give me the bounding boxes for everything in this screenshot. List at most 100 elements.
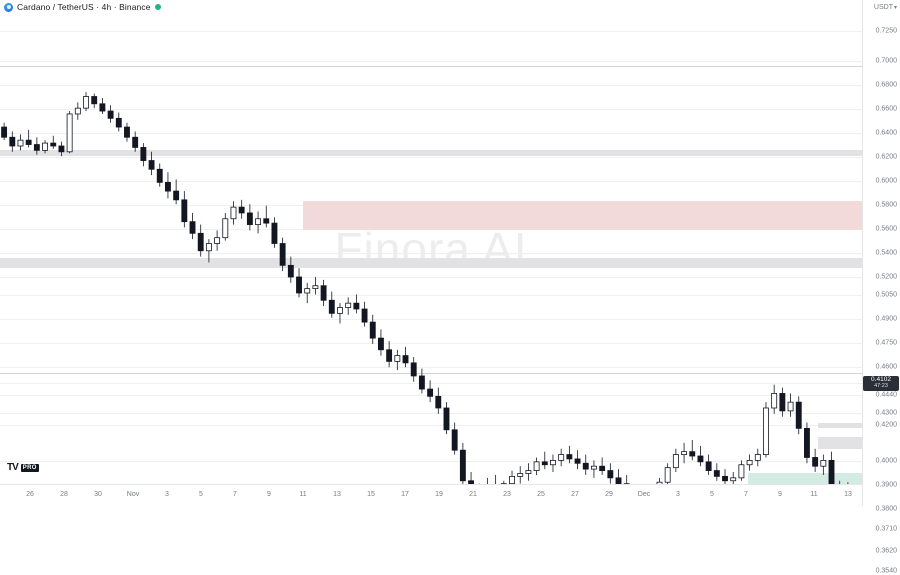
price-tick-label: 0.4000	[876, 458, 897, 465]
candle-body-bullish	[788, 402, 793, 411]
price-tick-label: 0.6000	[876, 178, 897, 185]
candle-body-bearish	[411, 363, 416, 376]
candle-body-bearish	[141, 147, 146, 160]
candle-body-bullish	[231, 207, 236, 219]
candle-body-bullish	[313, 286, 318, 289]
time-tick-label: 26	[26, 491, 34, 498]
candle-body-bearish	[575, 459, 580, 463]
price-tick-label: 0.4300	[876, 410, 897, 417]
candle-body-bullish	[518, 473, 523, 476]
candle-body-bullish	[673, 455, 678, 468]
time-tick-label: 29	[605, 491, 613, 498]
candle-body-bearish	[288, 265, 293, 277]
price-tick-label: 0.3620	[876, 548, 897, 555]
candle-body-bearish	[165, 182, 170, 191]
candle-body-bearish	[387, 350, 392, 362]
symbol-title[interactable]: Cardano / TetherUS · 4h · Binance	[17, 2, 151, 12]
time-tick-label: Nov	[127, 491, 139, 498]
candle-body-bearish	[600, 466, 605, 470]
trading-chart-screen: Cardano / TetherUS · 4h · Binance Finora…	[0, 0, 900, 506]
candle-body-bearish	[247, 213, 252, 225]
time-tick-label: 28	[60, 491, 68, 498]
candle-body-bearish	[182, 200, 187, 222]
price-tick-label: 0.3900	[876, 482, 897, 489]
candle-body-bullish	[305, 289, 310, 293]
price-tick-label: 0.5400	[876, 250, 897, 257]
candle-body-bearish	[428, 389, 433, 396]
time-tick-label: 11	[299, 491, 306, 498]
time-tick-label: 5	[710, 491, 714, 498]
candle-body-bearish	[174, 191, 179, 200]
price-tick-label: 0.5200	[876, 274, 897, 281]
candle-body-bearish	[280, 244, 285, 266]
candle-body-bullish	[526, 471, 531, 474]
candle-body-bearish	[2, 127, 7, 137]
tradingview-branding[interactable]: TV PRO	[7, 463, 39, 473]
candle-body-bearish	[722, 476, 727, 480]
price-tick-label: 0.5600	[876, 226, 897, 233]
chart-header: Cardano / TetherUS · 4h · Binance	[0, 0, 900, 14]
candle-body-bullish	[763, 408, 768, 455]
candle-body-bullish	[256, 219, 261, 225]
candle-body-bearish	[354, 303, 359, 309]
price-tick-label: 0.6800	[876, 82, 897, 89]
time-tick-label: 9	[778, 491, 782, 498]
candle-body-bearish	[362, 309, 367, 322]
time-tick-label: 3	[676, 491, 680, 498]
candle-body-bearish	[26, 140, 31, 144]
candle-body-bearish	[100, 104, 105, 111]
candle-body-bearish	[149, 161, 154, 170]
time-tick-label: 13	[333, 491, 341, 498]
time-tick-label: 15	[367, 491, 375, 498]
time-tick-label: 30	[94, 491, 102, 498]
candle-body-bearish	[51, 143, 56, 146]
candle-body-bearish	[124, 127, 129, 137]
time-tick-label: 7	[233, 491, 237, 498]
candle-body-bullish	[755, 455, 760, 461]
candle-body-bearish	[460, 450, 465, 481]
time-tick-label: 5	[199, 491, 203, 498]
candle-body-bearish	[403, 356, 408, 363]
candle-body-bullish	[206, 244, 211, 251]
price-tick-label: 0.6400	[876, 130, 897, 137]
candle-body-bullish	[337, 308, 342, 314]
time-tick-label: 21	[469, 491, 477, 498]
time-tick-label: 7	[744, 491, 748, 498]
candle-body-bearish	[34, 145, 39, 151]
chart-plot-area[interactable]: Finora AI	[0, 14, 862, 484]
time-tick-label: 25	[537, 491, 545, 498]
candle-body-bearish	[829, 460, 834, 484]
price-tick-label: 0.6600	[876, 106, 897, 113]
candle-body-bearish	[690, 452, 695, 456]
candle-body-bullish	[747, 460, 752, 464]
candle-body-bullish	[559, 455, 564, 461]
candle-body-bullish	[215, 238, 220, 244]
candle-body-bullish	[772, 393, 777, 408]
live-market-dot-icon	[155, 4, 161, 10]
price-tick-label: 0.7250	[876, 28, 897, 35]
candle-body-bullish	[591, 466, 596, 469]
candle-body-bearish	[796, 402, 801, 428]
time-tick-label: 17	[401, 491, 409, 498]
candle-body-bearish	[10, 137, 15, 146]
candle-body-bearish	[239, 207, 244, 213]
price-tick-label: 0.4900	[876, 316, 897, 323]
candle-body-bullish	[731, 478, 736, 481]
tradingview-logo-icon: TV	[7, 463, 18, 473]
candle-body-bearish	[329, 300, 334, 313]
candle-body-bearish	[436, 396, 441, 408]
candle-body-bearish	[190, 222, 195, 234]
candle-body-bullish	[43, 143, 48, 150]
price-tick-label: 0.5050	[876, 292, 897, 299]
candle-body-bearish	[133, 137, 138, 147]
current-price-badge[interactable]: 0.4102 47:23	[863, 376, 899, 391]
bar-countdown-timer: 47:23	[865, 384, 897, 390]
candle-body-bullish	[18, 140, 23, 146]
candle-body-bullish	[75, 108, 80, 114]
candle-body-bearish	[59, 146, 64, 152]
candle-body-bearish	[272, 223, 277, 243]
candle-body-bearish	[92, 97, 97, 104]
candle-body-bearish	[706, 462, 711, 471]
